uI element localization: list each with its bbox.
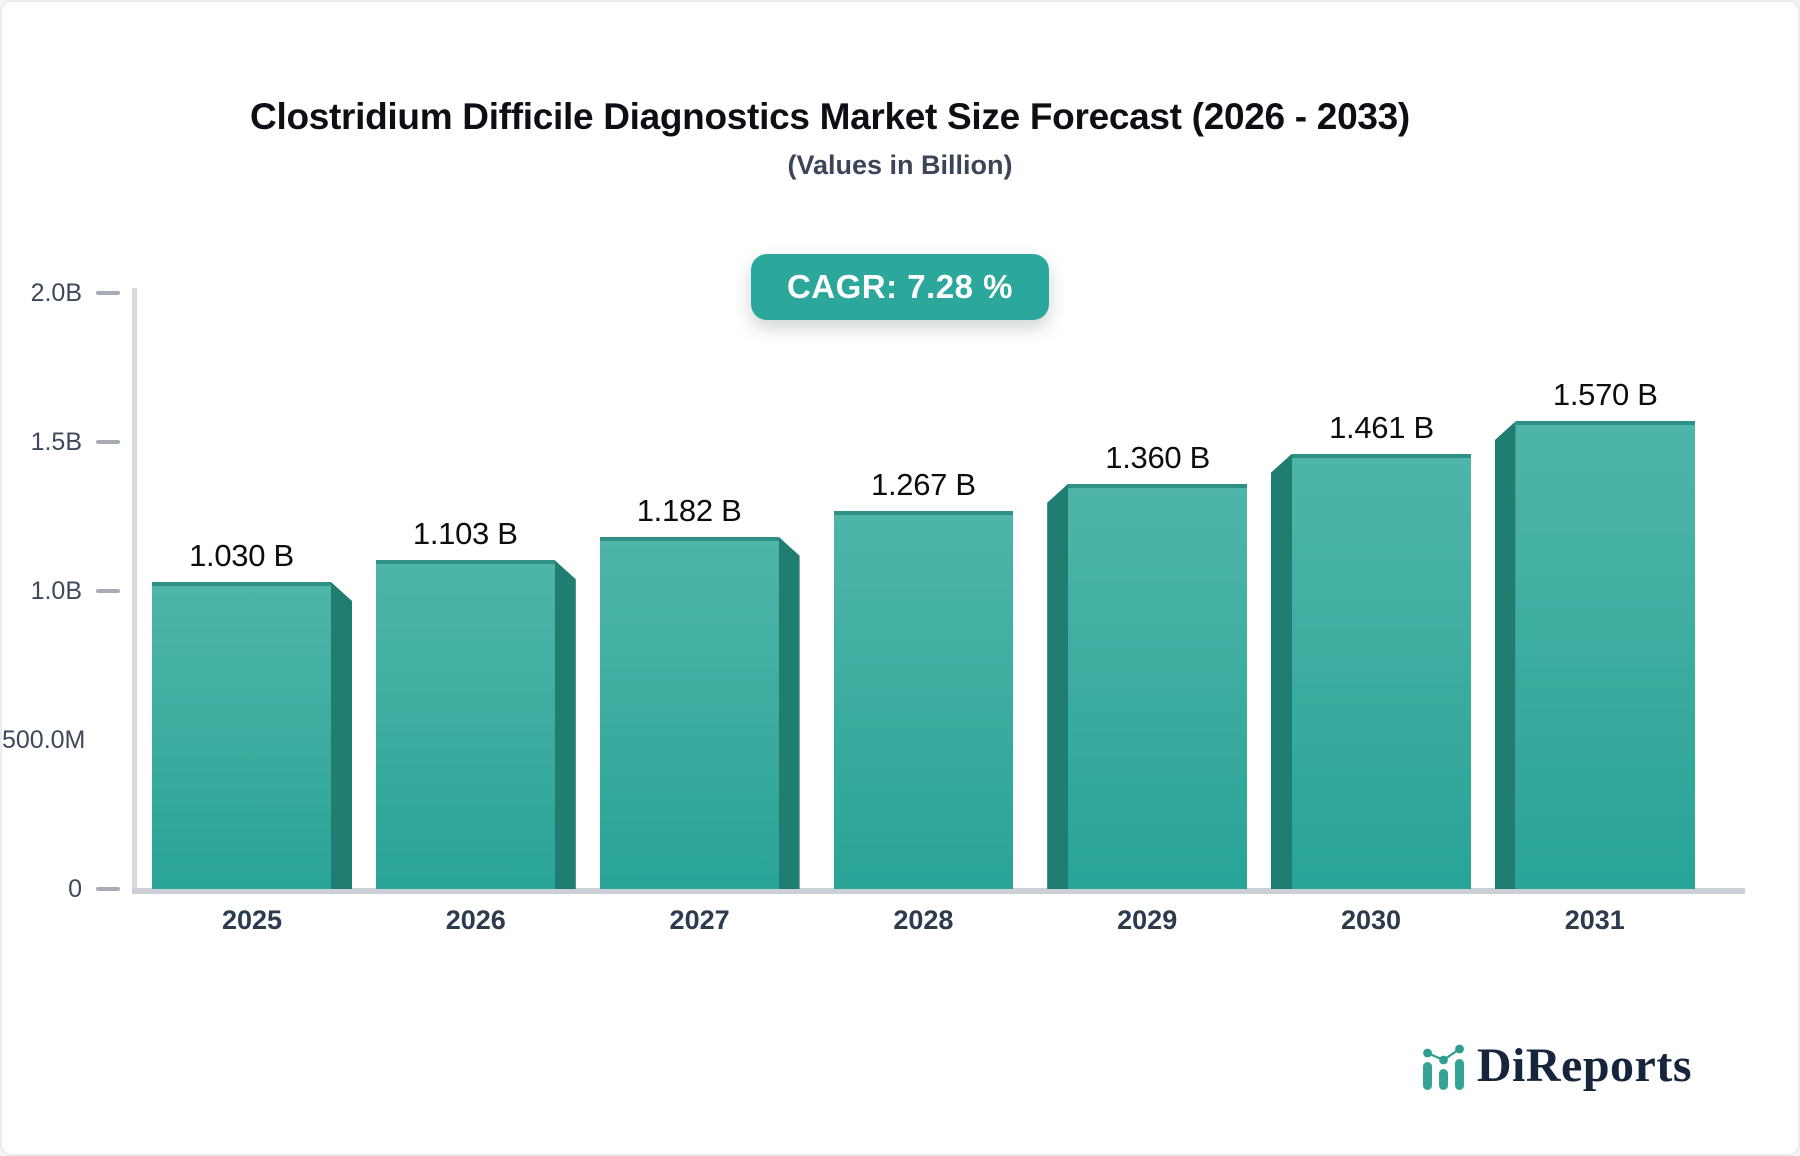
y-tick-label: 500.0M xyxy=(2,726,86,754)
bar-2027 xyxy=(599,536,779,889)
cagr-badge: CAGR: 7.28 % xyxy=(750,254,1050,320)
bar-side-face xyxy=(778,536,800,889)
bar-2028 xyxy=(833,511,1013,889)
bar-value-label: 1.360 B xyxy=(1105,439,1211,475)
bar-value-label: 1.570 B xyxy=(1552,377,1658,413)
bar-2025 xyxy=(152,582,331,889)
bar-value-label: 1.461 B xyxy=(1329,409,1434,445)
chart-subtitle: (Values in Billion) xyxy=(787,150,1013,180)
bar-value-label: 1.103 B xyxy=(412,516,518,552)
bar-side-face xyxy=(1271,453,1292,889)
x-axis-label-2027: 2027 xyxy=(669,905,730,935)
y-tick-label: 1.0B xyxy=(30,577,82,605)
bar-side-face xyxy=(554,560,576,889)
bar-2031 xyxy=(1515,421,1695,889)
cagr-badge-row: CAGR: 7.28 % xyxy=(2,254,1798,320)
direports-logo: DiReports xyxy=(1421,1038,1692,1093)
bar-side-face xyxy=(1047,483,1069,889)
x-axis-label-2030: 2030 xyxy=(1340,905,1402,935)
mini-bar-chart-icon xyxy=(1422,1044,1464,1090)
bar-value-label: 1.267 B xyxy=(871,467,976,503)
x-axis-label-2028: 2028 xyxy=(893,905,954,935)
x-axis-label-2025: 2025 xyxy=(221,905,283,935)
y-tick-mark xyxy=(96,291,120,295)
bar-2029 xyxy=(1068,483,1248,889)
bar-value-label: 1.182 B xyxy=(636,492,742,528)
x-axis-line xyxy=(132,888,1745,894)
bar-side-face xyxy=(331,582,352,889)
logo-text: DiReports xyxy=(1476,1039,1692,1092)
bar-side-face xyxy=(1494,421,1516,889)
chart-title: Clostridium Difficile Diagnostics Market… xyxy=(250,96,1410,137)
y-tick-mark xyxy=(96,440,120,444)
bar-2026 xyxy=(375,560,555,889)
x-axis-label-2026: 2026 xyxy=(445,905,506,935)
y-tick-label: 2.0B xyxy=(30,279,82,307)
y-axis-line xyxy=(132,288,137,889)
y-tick-mark xyxy=(96,887,120,891)
y-tick-label: 1.5B xyxy=(30,428,82,456)
y-tick-mark xyxy=(96,589,120,593)
x-axis-label-2031: 2031 xyxy=(1564,905,1625,935)
bar-value-label: 1.030 B xyxy=(189,538,294,574)
x-axis-label-2029: 2029 xyxy=(1117,905,1178,935)
y-tick-label: 0 xyxy=(68,875,82,903)
bar-2030 xyxy=(1292,453,1471,889)
